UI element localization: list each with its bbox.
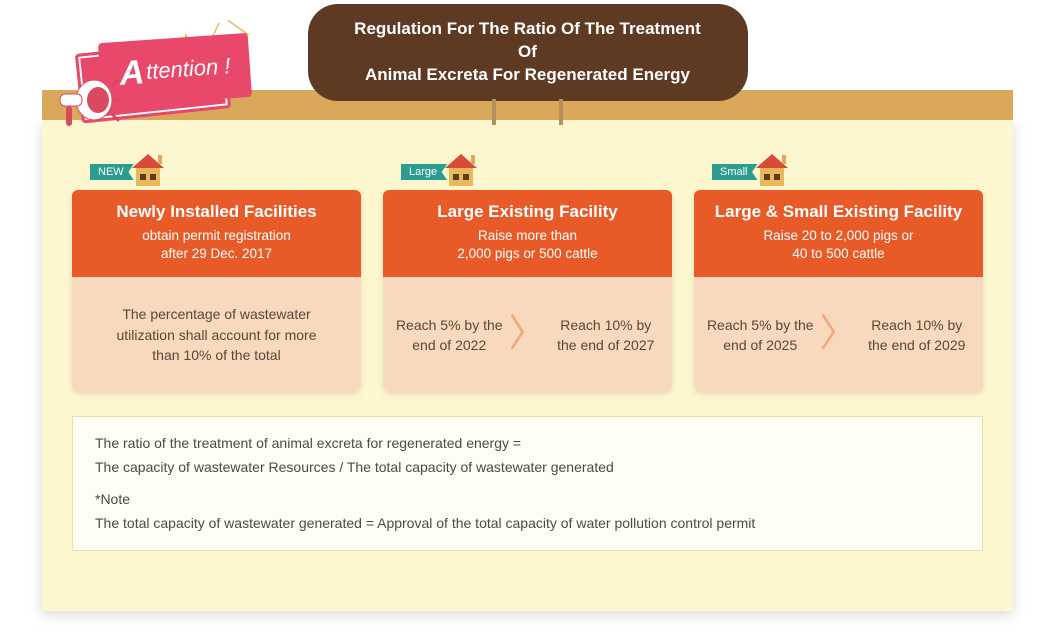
header-line1: Regulation For The Ratio Of The Treatmen…: [352, 18, 704, 64]
header-title: Regulation For The Ratio Of The Treatmen…: [308, 4, 748, 101]
cards-row: NEW Newly Installed Facilities obtain pe…: [72, 190, 983, 392]
card-body-right: Reach 10% by the end of 2029: [851, 297, 984, 374]
card-subtitle: Raise 20 to 2,000 pigs or 40 to 500 catt…: [704, 227, 973, 263]
card-head: Large Existing Facility Raise more than …: [383, 190, 672, 277]
footnote-note-label: *Note: [95, 489, 960, 511]
card-head: Large & Small Existing Facility Raise 20…: [694, 190, 983, 277]
footnote-line4: The total capacity of wastewater generat…: [95, 513, 960, 535]
attention-badge: ✦ ⟋ ⟍ Attention !: [56, 18, 256, 148]
card-body-split: Reach 5% by the end of 2025 〉 Reach 10% …: [694, 297, 983, 374]
card-flag-wrap: Large: [401, 150, 481, 188]
footnote-box: The ratio of the treatment of animal exc…: [72, 416, 983, 551]
card-subtitle: Raise more than 2,000 pigs or 500 cattle: [393, 227, 662, 263]
chevron-icon: 〉: [516, 297, 540, 374]
card-title: Large Existing Facility: [393, 202, 662, 222]
card-large-small-facility: Small Large & Small Existing Facility Ra…: [694, 190, 983, 392]
card-subtitle: obtain permit registration after 29 Dec.…: [82, 227, 351, 263]
card-flag-wrap: Small: [712, 150, 792, 188]
header-line2: Animal Excreta For Regenerated Energy: [352, 64, 704, 87]
card-body-right: Reach 10% by the end of 2027: [540, 297, 673, 374]
card-body-text: The percentage of wastewater utilization…: [102, 304, 331, 365]
card-large-facility: Large Large Existing Facility Raise more…: [383, 190, 672, 392]
attention-front-card: Attention !: [98, 33, 252, 107]
main-panel: NEW Newly Installed Facilities obtain pe…: [42, 120, 1013, 611]
card-new-facilities: NEW Newly Installed Facilities obtain pe…: [72, 190, 361, 392]
footnote-line1: The ratio of the treatment of animal exc…: [95, 433, 960, 455]
card-head: Newly Installed Facilities obtain permit…: [72, 190, 361, 277]
footnote-line2: The capacity of wastewater Resources / T…: [95, 457, 960, 479]
attention-text: ttention !: [145, 53, 231, 85]
house-icon: [441, 150, 481, 188]
megaphone-icon: [50, 70, 120, 140]
card-body: Reach 5% by the end of 2025 〉 Reach 10% …: [694, 277, 983, 392]
card-body-left: Reach 5% by the end of 2025: [694, 297, 827, 374]
chevron-icon: 〉: [827, 297, 851, 374]
house-icon: [128, 150, 168, 188]
flag-new: NEW: [90, 164, 134, 180]
card-body-split: Reach 5% by the end of 2022 〉 Reach 10% …: [383, 297, 672, 374]
attention-initial: A: [118, 53, 145, 94]
card-body-left: Reach 5% by the end of 2022: [383, 297, 516, 374]
card-body: Reach 5% by the end of 2022 〉 Reach 10% …: [383, 277, 672, 392]
flag-large: Large: [401, 164, 447, 180]
card-title: Large & Small Existing Facility: [704, 202, 973, 222]
card-title: Newly Installed Facilities: [82, 202, 351, 222]
card-body: The percentage of wastewater utilization…: [72, 277, 361, 392]
card-flag-wrap: NEW: [90, 150, 168, 188]
house-icon: [752, 150, 792, 188]
flag-small: Small: [712, 164, 758, 180]
